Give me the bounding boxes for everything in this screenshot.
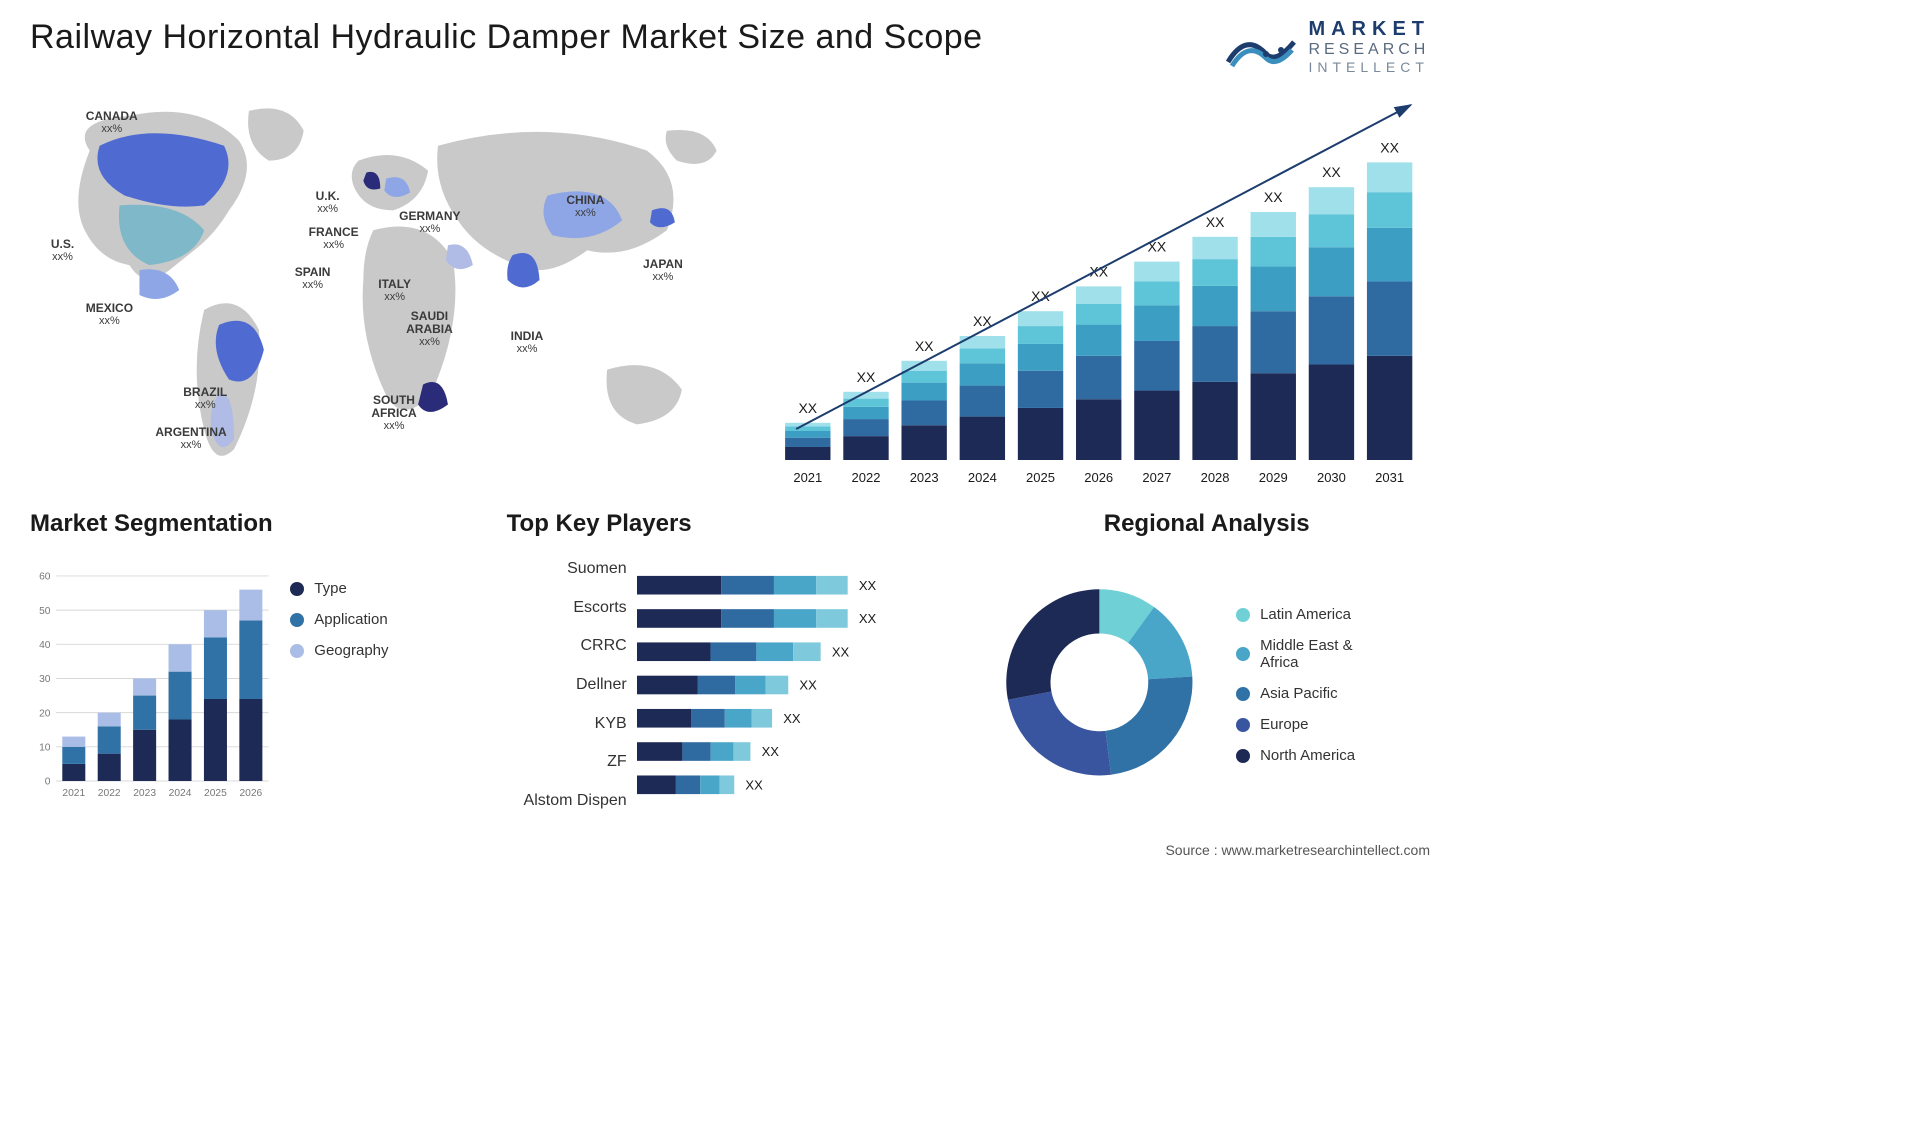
svg-text:2024: 2024 <box>169 788 192 799</box>
svg-text:XX: XX <box>856 369 875 385</box>
svg-text:XX: XX <box>799 678 817 693</box>
map-label: U.K.xx% <box>316 190 340 215</box>
brand-logo: MARKET RESEARCH INTELLECT <box>1226 18 1430 75</box>
legend-item: Asia Pacific <box>1236 685 1430 702</box>
map-label: SPAINxx% <box>295 266 331 291</box>
svg-text:2030: 2030 <box>1317 470 1346 485</box>
segmentation-title: Market Segmentation <box>30 510 477 538</box>
regional-title: Regional Analysis <box>983 510 1430 538</box>
svg-text:60: 60 <box>39 572 51 583</box>
svg-text:40: 40 <box>39 640 51 651</box>
svg-text:2025: 2025 <box>1026 470 1055 485</box>
source-attribution: Source : www.marketresearchintellect.com <box>1165 842 1430 858</box>
svg-text:XX: XX <box>914 338 933 354</box>
regional-donut <box>983 566 1216 804</box>
logo-line3: INTELLECT <box>1308 59 1430 75</box>
svg-text:2029: 2029 <box>1258 470 1287 485</box>
svg-text:2026: 2026 <box>239 788 262 799</box>
svg-text:2021: 2021 <box>62 788 85 799</box>
svg-text:XX: XX <box>798 400 817 416</box>
svg-text:XX: XX <box>745 777 763 792</box>
page-title: Railway Horizontal Hydraulic Damper Mark… <box>30 18 983 57</box>
svg-text:XX: XX <box>783 711 801 726</box>
regional-panel: Regional Analysis Latin America Middle Ea… <box>983 510 1430 820</box>
svg-text:30: 30 <box>39 674 51 685</box>
svg-text:2031: 2031 <box>1375 470 1404 485</box>
players-chart: XX XX XX XX XX XX XX <box>637 550 954 820</box>
player-label: Dellner <box>507 676 627 694</box>
legend-item: North America <box>1236 747 1430 764</box>
legend-item: Geography <box>290 642 476 659</box>
market-growth-chart: XX 2021 XX 2022 XX 2023 XX 2024 XX 2025 XX 2026 XX 20… <box>767 90 1430 490</box>
map-label: BRAZILxx% <box>183 386 227 411</box>
map-label: SOUTHAFRICAxx% <box>371 394 416 432</box>
segmentation-chart: 0 10 20 30 40 50 60 2021 2022 2023 2024 2025 2026 <box>30 550 272 820</box>
legend-item: Latin America <box>1236 606 1430 623</box>
players-labels: Suomen Escorts CRRC Dellner KYB ZF Alstom Disp… <box>507 550 627 820</box>
svg-text:2028: 2028 <box>1200 470 1229 485</box>
map-label: GERMANYxx% <box>399 210 460 235</box>
legend-item: Type <box>290 580 476 597</box>
svg-text:XX: XX <box>859 578 877 593</box>
map-label: U.S.xx% <box>51 238 74 263</box>
svg-text:50: 50 <box>39 606 51 617</box>
map-label: INDIAxx% <box>511 330 544 355</box>
players-panel: Top Key Players Suomen Escorts CRRC Dellner… <box>507 510 954 820</box>
map-label: JAPANxx% <box>643 258 683 283</box>
regional-legend: Latin America Middle East &Africa Asia Pac… <box>1236 606 1430 764</box>
player-label: Alstom Dispen <box>507 792 627 810</box>
svg-text:2027: 2027 <box>1142 470 1171 485</box>
svg-text:XX: XX <box>859 611 877 626</box>
map-label: ITALYxx% <box>378 278 411 303</box>
svg-text:20: 20 <box>39 708 51 719</box>
svg-text:2024: 2024 <box>967 470 996 485</box>
svg-text:2022: 2022 <box>98 788 121 799</box>
map-label: CHINAxx% <box>566 194 604 219</box>
svg-text:XX: XX <box>1263 189 1282 205</box>
map-label: CANADAxx% <box>86 110 138 135</box>
svg-text:XX: XX <box>761 744 779 759</box>
player-label: ZF <box>507 753 627 771</box>
svg-text:2022: 2022 <box>851 470 880 485</box>
segmentation-legend: Type Application Geography <box>290 550 476 820</box>
svg-text:XX: XX <box>1322 164 1341 180</box>
player-label: CRRC <box>507 637 627 655</box>
svg-text:0: 0 <box>45 777 51 788</box>
player-label: KYB <box>507 715 627 733</box>
logo-line1: MARKET <box>1308 18 1430 41</box>
svg-text:2025: 2025 <box>204 788 227 799</box>
svg-text:2023: 2023 <box>133 788 156 799</box>
logo-line2: RESEARCH <box>1308 41 1430 59</box>
map-label: FRANCExx% <box>309 226 359 251</box>
map-label: ARGENTINAxx% <box>155 426 226 451</box>
svg-text:10: 10 <box>39 743 51 754</box>
player-label: Suomen <box>507 560 627 578</box>
svg-text:XX: XX <box>832 644 850 659</box>
svg-text:XX: XX <box>1380 139 1399 155</box>
world-map: CANADAxx% U.S.xx% MEXICOxx% BRAZILxx% ARGENT… <box>30 90 727 490</box>
segmentation-panel: Market Segmentation 0 10 20 30 40 50 60 2021 202… <box>30 510 477 820</box>
map-label: SAUDIARABIAxx% <box>406 310 453 348</box>
players-title: Top Key Players <box>507 510 954 538</box>
legend-item: Middle East &Africa <box>1236 637 1430 671</box>
legend-item: Application <box>290 611 476 628</box>
svg-text:2026: 2026 <box>1084 470 1113 485</box>
svg-text:XX: XX <box>1205 214 1224 230</box>
logo-swoosh-icon <box>1226 22 1296 72</box>
player-label: Escorts <box>507 599 627 617</box>
svg-text:XX: XX <box>1147 239 1166 255</box>
map-label: MEXICOxx% <box>86 302 133 327</box>
svg-text:2023: 2023 <box>909 470 938 485</box>
legend-item: Europe <box>1236 716 1430 733</box>
svg-text:2021: 2021 <box>793 470 822 485</box>
